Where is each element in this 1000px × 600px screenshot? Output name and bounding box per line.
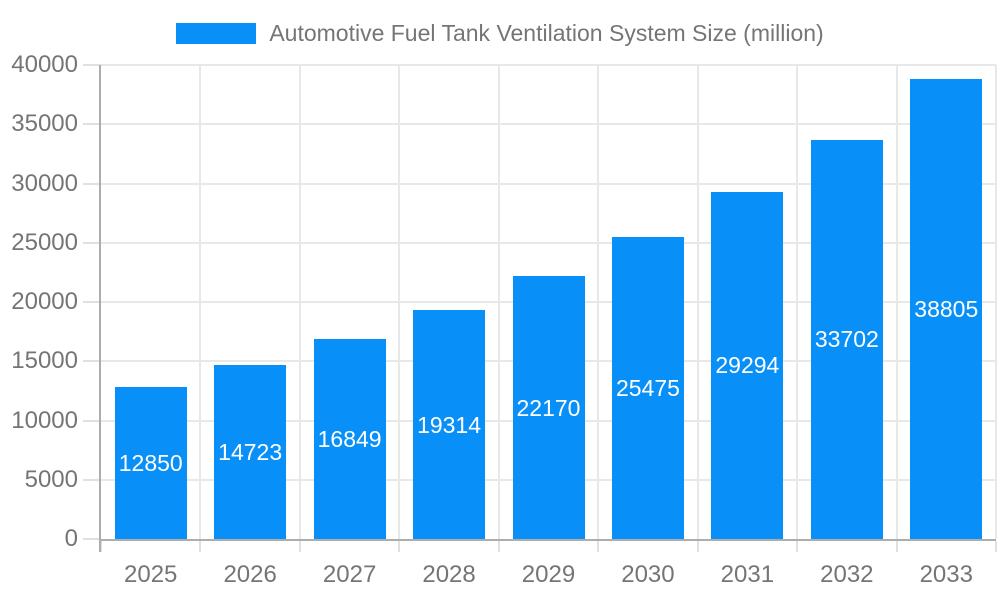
- bar-2028[interactable]: [413, 310, 486, 539]
- bar-2025[interactable]: [114, 386, 187, 539]
- bar-2030[interactable]: [611, 237, 684, 539]
- bar-2026[interactable]: [214, 364, 287, 539]
- x-gridline: [497, 65, 500, 539]
- x-gridline: [298, 65, 301, 539]
- y-gridline: [101, 241, 996, 244]
- bar-2027[interactable]: [313, 339, 386, 539]
- y-axis-tick: [83, 241, 101, 244]
- x-axis-label: 2031: [720, 561, 775, 588]
- y-axis-tick: [83, 64, 101, 66]
- x-axis-tick: [995, 541, 997, 552]
- bar-2029[interactable]: [512, 276, 585, 539]
- y-axis-label: 15000: [11, 347, 78, 375]
- x-axis-label: 2025: [124, 561, 178, 588]
- y-axis-tick: [83, 182, 101, 185]
- y-axis-label: 30000: [11, 169, 78, 197]
- bar-2032[interactable]: [810, 139, 883, 539]
- y-axis-label: 25000: [11, 228, 78, 256]
- legend-swatch: [176, 22, 257, 44]
- y-axis-tick: [83, 538, 101, 540]
- x-axis-tick: [199, 541, 202, 552]
- x-axis-label: 2030: [621, 561, 675, 588]
- y-axis-line: [99, 65, 101, 552]
- x-axis-tick: [597, 541, 600, 552]
- y-axis-tick: [83, 419, 101, 422]
- y-axis-label: 5000: [24, 465, 78, 493]
- x-axis-tick: [796, 541, 799, 552]
- y-axis-label: 35000: [11, 110, 78, 138]
- y-axis-tick: [83, 301, 101, 303]
- x-axis-label: 2027: [322, 561, 377, 588]
- y-gridline: [101, 123, 996, 126]
- x-gridline: [398, 65, 401, 539]
- y-axis-tick: [83, 478, 101, 481]
- y-gridline: [101, 64, 996, 66]
- x-gridline: [995, 65, 997, 539]
- x-axis-label: 2032: [820, 561, 874, 588]
- y-axis-tick: [83, 123, 101, 126]
- x-axis-tick: [696, 541, 699, 552]
- x-axis-label: 2029: [521, 561, 576, 588]
- x-gridline: [199, 65, 202, 539]
- x-axis-tick: [100, 541, 102, 552]
- legend-label: Automotive Fuel Tank Ventilation System …: [269, 19, 824, 46]
- x-axis-line: [101, 539, 996, 541]
- y-axis-label: 0: [64, 525, 78, 552]
- x-axis-label: 2033: [919, 561, 973, 588]
- y-gridline: [101, 182, 996, 185]
- x-gridline: [796, 65, 799, 539]
- x-axis-tick: [398, 541, 401, 552]
- bar-2033[interactable]: [910, 79, 983, 539]
- x-axis-label: 2026: [223, 561, 277, 588]
- x-axis-tick: [298, 541, 301, 552]
- y-axis-label: 10000: [11, 406, 78, 434]
- y-axis-label: 40000: [11, 51, 78, 78]
- chart-legend[interactable]: Automotive Fuel Tank Ventilation System …: [0, 16, 1000, 50]
- x-axis-tick: [497, 541, 500, 552]
- x-gridline: [696, 65, 699, 539]
- y-axis-tick: [83, 360, 101, 363]
- x-axis-label: 2028: [422, 561, 476, 588]
- x-gridline: [895, 65, 898, 539]
- x-gridline: [597, 65, 600, 539]
- y-axis-label: 20000: [11, 288, 78, 315]
- bar-2031[interactable]: [711, 191, 784, 539]
- x-axis-tick: [895, 541, 898, 552]
